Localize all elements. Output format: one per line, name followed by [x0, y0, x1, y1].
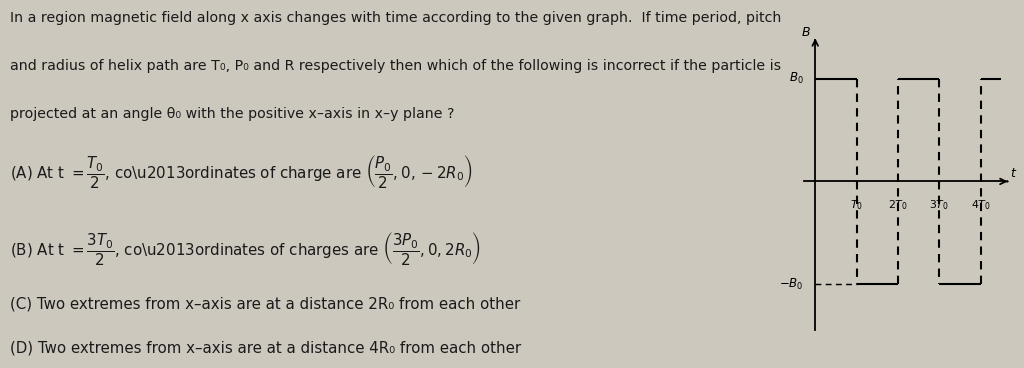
Text: $T_0$: $T_0$ [850, 198, 863, 212]
Text: $B_0$: $B_0$ [788, 71, 804, 86]
Text: In a region magnetic field along x axis changes with time according to the given: In a region magnetic field along x axis … [9, 11, 781, 25]
Text: B: B [802, 26, 810, 39]
Text: $-B_0$: $-B_0$ [779, 277, 804, 292]
Text: (A) At t $= \dfrac{T_0}{2}$, co\u2013ordinates of charge are $\left(\dfrac{P_0}{: (A) At t $= \dfrac{T_0}{2}$, co\u2013ord… [9, 153, 472, 190]
Text: (B) At t $= \dfrac{3T_0}{2}$, co\u2013ordinates of charges are $\left(\dfrac{3P_: (B) At t $= \dfrac{3T_0}{2}$, co\u2013or… [9, 230, 480, 267]
Text: $4T_0$: $4T_0$ [971, 198, 990, 212]
Text: $3T_0$: $3T_0$ [930, 198, 949, 212]
Text: (D) Two extremes from x–axis are at a distance 4R₀ from each other: (D) Two extremes from x–axis are at a di… [9, 340, 521, 355]
Text: $2T_0$: $2T_0$ [888, 198, 908, 212]
Text: projected at an angle θ₀ with the positive x–axis in x–y plane ?: projected at an angle θ₀ with the positi… [9, 107, 454, 121]
Text: (C) Two extremes from x–axis are at a distance 2R₀ from each other: (C) Two extremes from x–axis are at a di… [9, 296, 520, 311]
Text: and radius of helix path are T₀, P₀ and R respectively then which of the followi: and radius of helix path are T₀, P₀ and … [9, 59, 780, 73]
Text: t: t [1011, 167, 1016, 180]
